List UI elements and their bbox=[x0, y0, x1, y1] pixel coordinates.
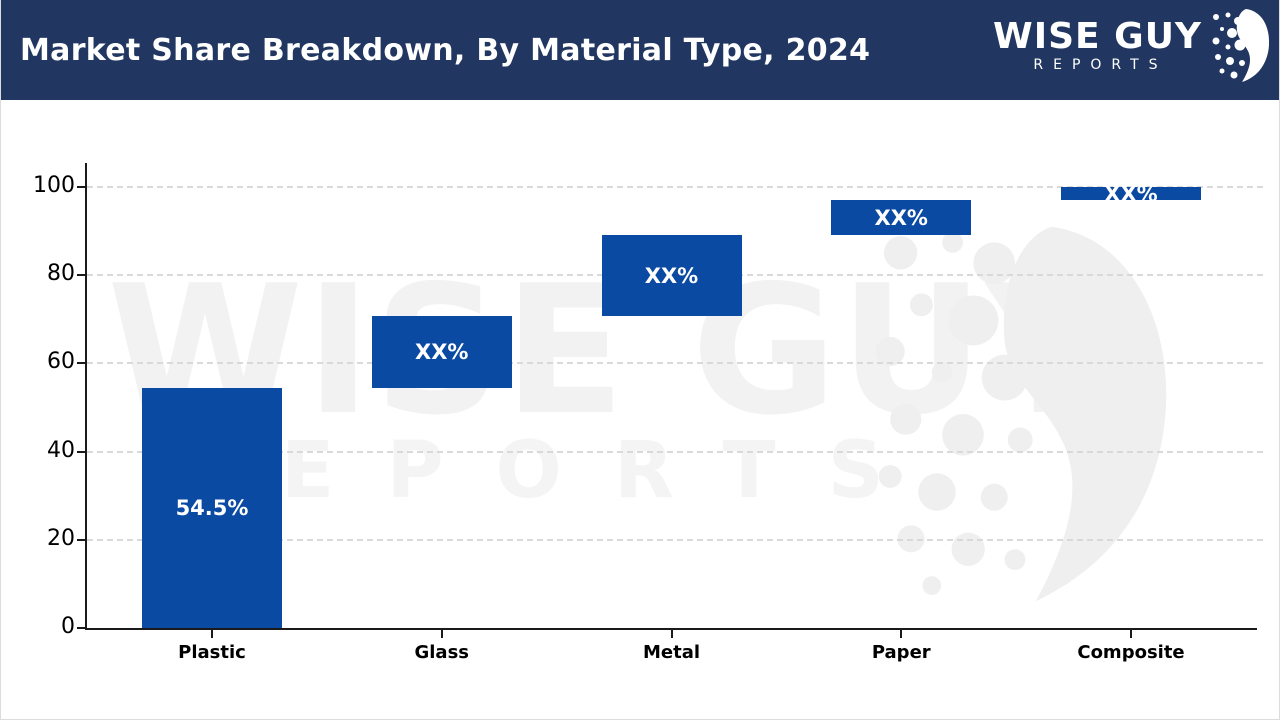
bar-segment: XX% bbox=[601, 235, 742, 317]
gridline bbox=[87, 362, 1263, 365]
y-tick-label: 60 bbox=[47, 349, 75, 375]
y-tick-label: 100 bbox=[33, 173, 75, 198]
bar-segment: XX% bbox=[371, 316, 512, 388]
bar-value-label: XX% bbox=[644, 263, 699, 288]
gridline bbox=[87, 538, 1263, 541]
chart-area: 0 20 40 60 80 100 54.5% Plastic XX% Glass XX% Metal… bbox=[1, 100, 1279, 719]
y-tickmark bbox=[77, 186, 85, 188]
y-tickmark bbox=[77, 450, 85, 453]
bar-value-label: 54.5% bbox=[175, 495, 249, 520]
bar-value-label: XX% bbox=[1104, 181, 1158, 206]
x-category-label: Glass bbox=[414, 642, 470, 663]
y-tickmark bbox=[77, 362, 85, 365]
bar-value-label: XX% bbox=[874, 205, 928, 230]
y-tick-label: 0 bbox=[61, 614, 75, 639]
gridline bbox=[87, 450, 1263, 453]
y-tickmark bbox=[77, 274, 85, 277]
bar-segment: XX% bbox=[831, 200, 972, 236]
x-tickmark bbox=[1130, 630, 1132, 638]
y-axis bbox=[85, 163, 87, 630]
bar-segment: 54.5% bbox=[142, 387, 282, 628]
x-tickmark bbox=[440, 630, 443, 638]
x-category-label: Metal bbox=[642, 642, 701, 663]
app-header: Market Share Breakdown, By Material Type… bbox=[1, 0, 1279, 100]
x-tickmark bbox=[900, 630, 903, 638]
watermark-face-icon bbox=[875, 226, 1167, 602]
x-tickmark bbox=[670, 630, 673, 638]
y-tick-label: 40 bbox=[47, 437, 75, 463]
brand-subtitle: REPORTS bbox=[1033, 57, 1168, 74]
y-tick-label: 80 bbox=[47, 261, 75, 287]
x-tickmark bbox=[211, 630, 213, 638]
y-tick-label: 20 bbox=[47, 525, 75, 551]
y-tickmark bbox=[77, 538, 85, 541]
bar-value-label: XX% bbox=[415, 339, 469, 364]
brand-wordmark: WISE GUY bbox=[992, 15, 1202, 57]
x-category-label: Plastic bbox=[178, 642, 246, 663]
gridline bbox=[87, 186, 1263, 188]
x-category-label: Paper bbox=[871, 642, 931, 663]
x-category-label: Composite bbox=[1077, 642, 1185, 663]
x-axis bbox=[85, 628, 1257, 630]
watermark-reports: REPORTS bbox=[169, 426, 936, 516]
brand-logo: WISE GUY REPORTS bbox=[993, 6, 1270, 84]
y-tickmark bbox=[77, 627, 85, 629]
bar-segment: XX% bbox=[1061, 182, 1201, 206]
page-title: Market Share Breakdown, By Material Type… bbox=[20, 32, 871, 68]
brand-face-icon bbox=[1212, 9, 1270, 82]
